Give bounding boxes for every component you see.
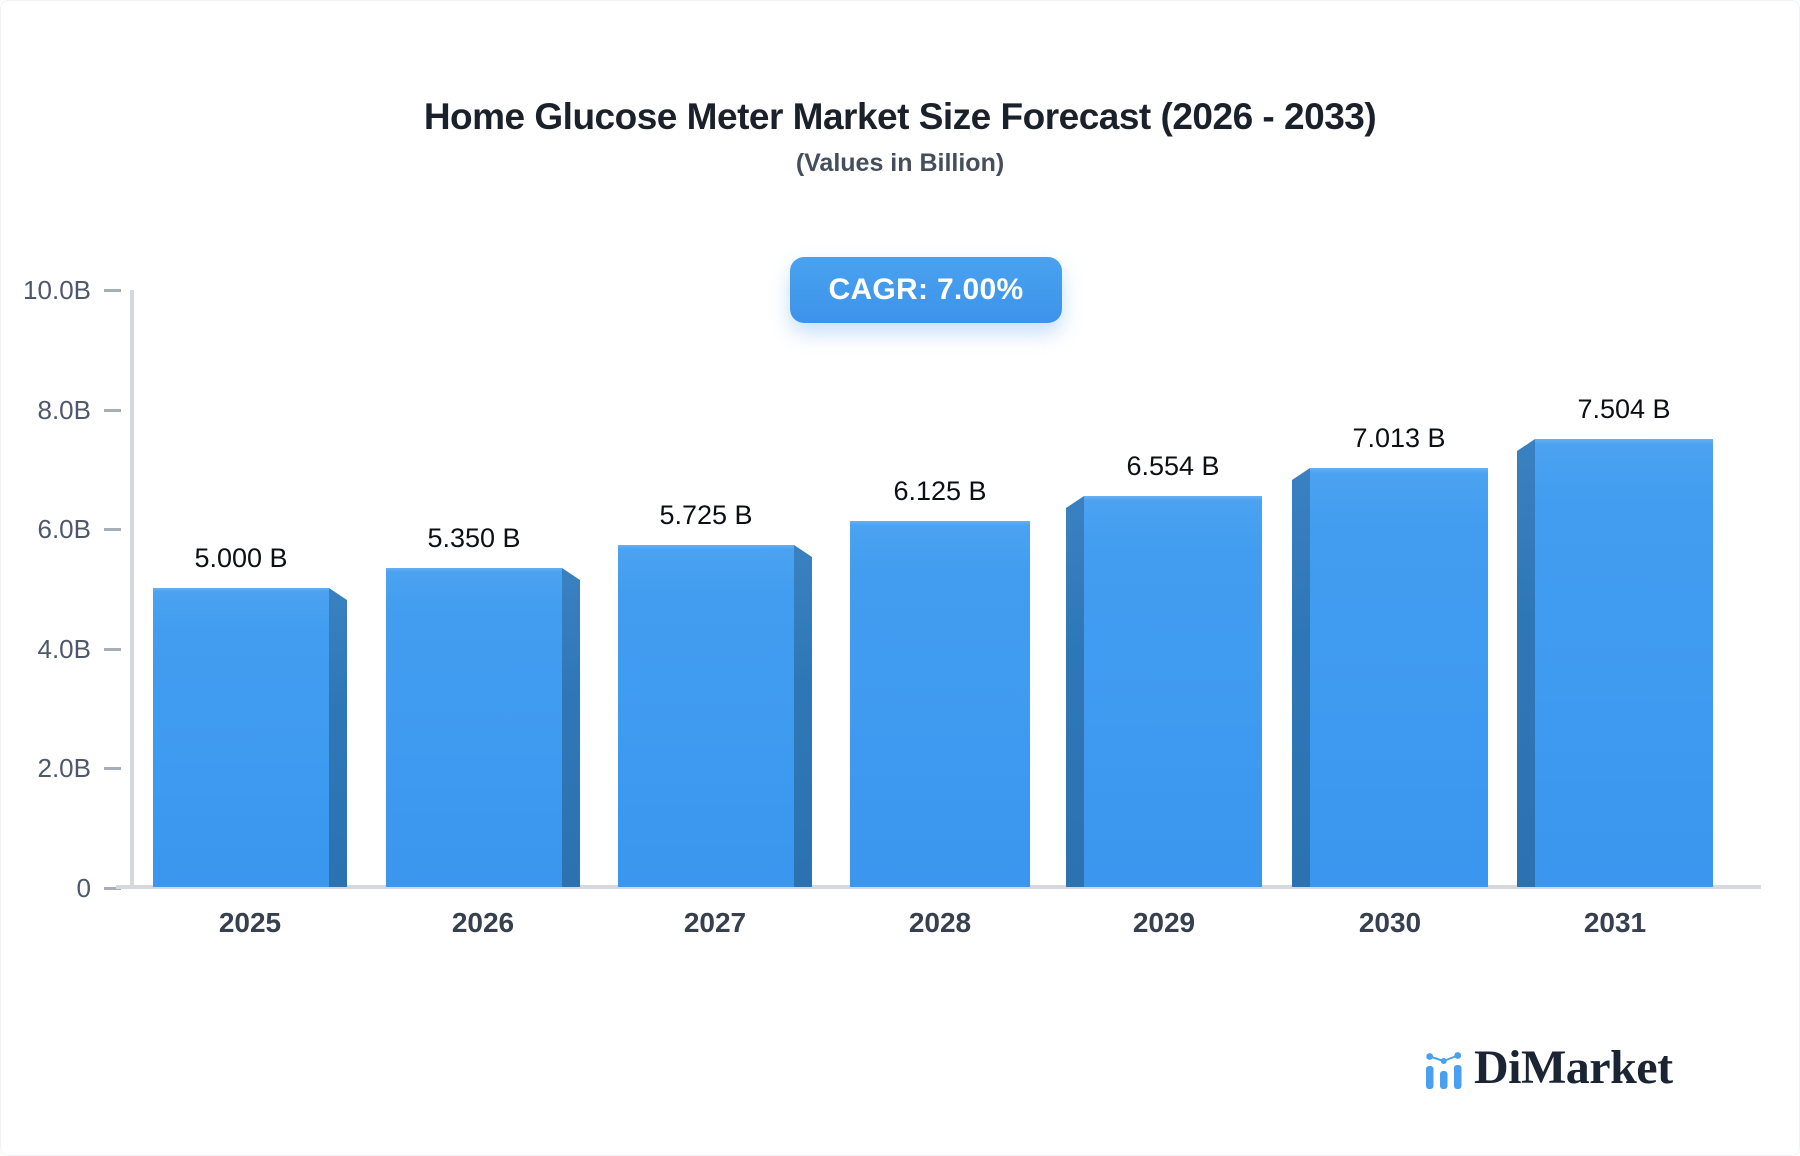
tick-dash bbox=[104, 527, 121, 531]
bar-side-face bbox=[1066, 496, 1084, 887]
x-axis-label: 2025 bbox=[218, 907, 282, 938]
x-axis-label: 2027 bbox=[683, 907, 747, 938]
chart-subtitle: (Values in Billion) bbox=[795, 149, 1005, 177]
bar-2029: 6.554 B 2029 bbox=[1066, 451, 1262, 938]
x-axis-label: 2031 bbox=[1583, 907, 1647, 938]
bar-value-label: 6.125 B bbox=[893, 476, 987, 506]
y-tick-label: 4.0B bbox=[37, 633, 92, 664]
x-axis-line bbox=[116, 885, 1761, 889]
bar-front-face bbox=[1535, 439, 1713, 887]
bar-front-face bbox=[1310, 468, 1488, 887]
bar-2028: 6.125 B 2028 bbox=[850, 476, 1030, 938]
bar-front-face bbox=[618, 545, 794, 887]
logo-text: DiMarket bbox=[1474, 1041, 1673, 1094]
bar-value-label: 6.554 B bbox=[1126, 451, 1220, 481]
y-tick-label: 8.0B bbox=[37, 394, 92, 425]
tick-dash bbox=[104, 886, 121, 890]
y-axis-tick: 4.0B bbox=[1, 634, 121, 664]
y-axis-tick: 0 bbox=[1, 873, 121, 903]
tick-dash bbox=[104, 647, 121, 651]
y-axis-tick: 8.0B bbox=[1, 395, 121, 425]
bar-2025: 5.000 B 2025 bbox=[153, 543, 347, 938]
bar-front-face bbox=[386, 568, 562, 887]
cagr-badge-label: CAGR: 7.00% bbox=[828, 273, 1024, 306]
x-axis-label: 2028 bbox=[908, 907, 972, 938]
tick-dash bbox=[104, 766, 121, 770]
dimarket-logo: DiMarket bbox=[1425, 1041, 1673, 1094]
y-axis-tick: 10.0B bbox=[1, 275, 121, 305]
tick-dash bbox=[104, 288, 121, 292]
bar-2027: 5.725 B 2027 bbox=[618, 500, 812, 938]
bar-value-label: 5.350 B bbox=[427, 523, 521, 553]
cagr-badge: CAGR: 7.00% bbox=[790, 257, 1062, 323]
bar-value-label: 7.504 B bbox=[1577, 394, 1671, 424]
y-axis-tick: 2.0B bbox=[1, 753, 121, 783]
bar-side-face bbox=[329, 588, 347, 887]
y-tick-label: 6.0B bbox=[37, 513, 92, 544]
bar-front-face bbox=[1084, 496, 1262, 887]
x-axis-label: 2029 bbox=[1132, 907, 1196, 938]
y-axis-line bbox=[130, 290, 134, 887]
bar-value-label: 5.725 B bbox=[659, 500, 753, 530]
y-axis-tick: 6.0B bbox=[1, 514, 121, 544]
y-tick-label: 0 bbox=[76, 872, 91, 903]
bar-2030: 7.013 B 2030 bbox=[1292, 423, 1488, 938]
bar-2026: 5.350 B 2026 bbox=[386, 523, 580, 938]
bar-value-label: 5.000 B bbox=[194, 543, 288, 573]
bar-side-face bbox=[1517, 439, 1535, 887]
bar-line-chart-icon bbox=[1426, 1052, 1462, 1089]
bar-value-label: 7.013 B bbox=[1352, 423, 1446, 453]
bar-front-face bbox=[850, 521, 1030, 887]
y-tick-label: 2.0B bbox=[37, 752, 92, 783]
bar-side-face bbox=[562, 568, 580, 887]
tick-dash bbox=[104, 408, 121, 412]
x-axis-label: 2030 bbox=[1358, 907, 1422, 938]
chart-title: Home Glucose Meter Market Size Forecast … bbox=[423, 96, 1377, 137]
y-tick-label: 10.0B bbox=[23, 274, 91, 305]
x-axis-label: 2026 bbox=[451, 907, 515, 938]
bar-side-face bbox=[794, 545, 812, 887]
bar-front-face bbox=[153, 588, 329, 887]
bar-side-face bbox=[1292, 468, 1310, 887]
bar-2031: 7.504 B 2031 bbox=[1517, 394, 1713, 938]
